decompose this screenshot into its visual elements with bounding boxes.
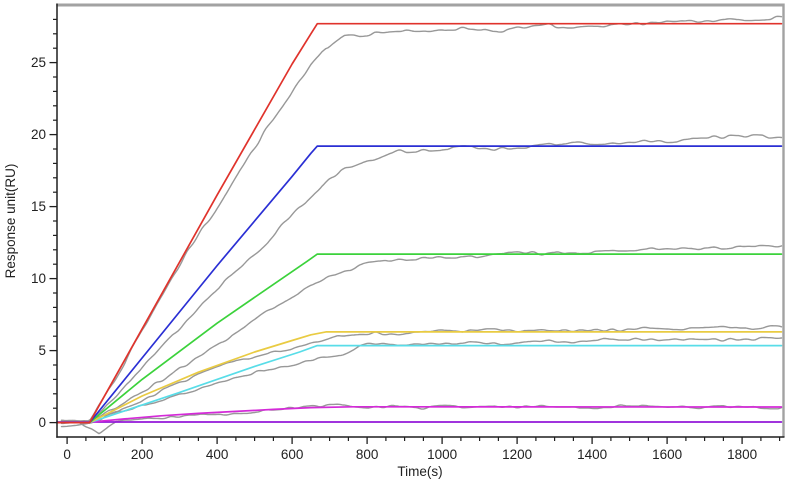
x-tick-label: 200: [131, 447, 154, 462]
x-tick-label: 1800: [727, 447, 757, 462]
fit-magenta: [56, 405, 783, 424]
fit-yellow: [56, 331, 783, 424]
x-tick-label: 1600: [652, 447, 682, 462]
y-tick-label: 5: [38, 343, 46, 358]
y-axis-title: Response unit(RU): [3, 164, 18, 279]
fit-green: [56, 253, 783, 424]
fit-cyan: [56, 344, 783, 424]
y-tick-label: 20: [31, 127, 46, 142]
x-axis: 0 200 400 600 800 1000 1200 1400 1600 1800: [63, 437, 781, 462]
measured-trace-data-red: [60, 15, 783, 423]
y-tick-label: 15: [31, 199, 46, 214]
measured-trace-data-blue: [60, 134, 783, 428]
y-tick-label: 10: [31, 271, 46, 286]
x-tick-label: 400: [206, 447, 229, 462]
x-tick-label: 1000: [427, 447, 457, 462]
x-axis-title: Time(s): [397, 464, 442, 479]
x-tick-label: 0: [63, 447, 71, 462]
fit-blue: [56, 145, 783, 424]
y-axis: 0 5 10 15 20 25: [31, 18, 57, 430]
x-tick-label: 600: [281, 447, 304, 462]
measured-trace-data-magenta: [60, 403, 783, 435]
y-tick-label: 25: [31, 55, 46, 70]
x-tick-label: 800: [356, 447, 379, 462]
measured-trace-data-green: [60, 244, 783, 425]
x-tick-label: 1200: [502, 447, 532, 462]
y-tick-label: 0: [38, 415, 46, 430]
x-tick-label: 1400: [577, 447, 607, 462]
fit-red: [56, 22, 783, 424]
measured-trace-data-cyan: [60, 336, 783, 424]
